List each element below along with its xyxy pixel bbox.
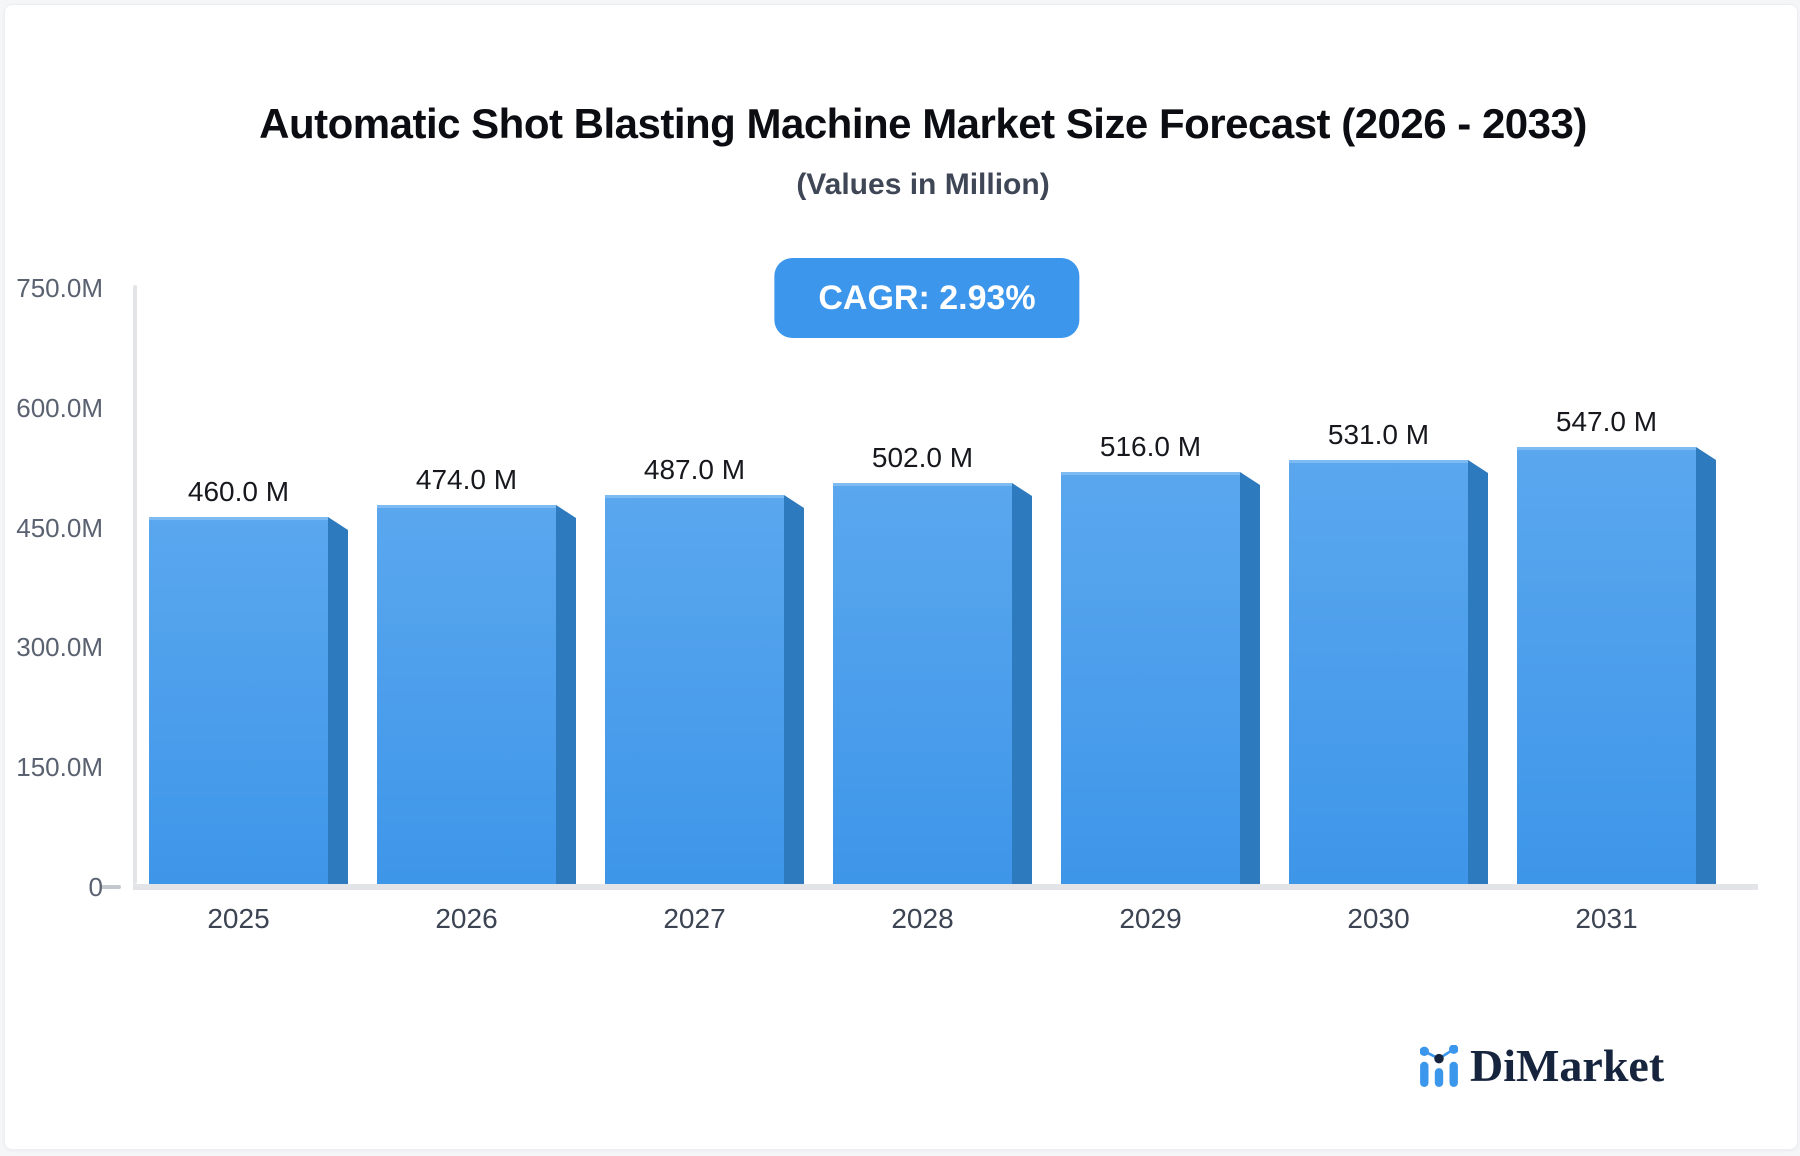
y-axis-tick-label: 600.0M	[16, 392, 103, 423]
x-axis-label: 2026	[435, 903, 498, 934]
bar-value-label: 487.0 M	[643, 454, 746, 485]
bar-value-label: 531.0 M	[1327, 419, 1430, 450]
y-axis-tick-label: 750.0M	[16, 273, 103, 303]
mini-bar-chart-icon	[1420, 1045, 1458, 1087]
dimarket-logo: DiMarket	[1420, 1040, 1664, 1092]
cagr-badge: CAGR: 2.93%	[774, 258, 1080, 338]
bar-2026	[377, 505, 556, 884]
bar-2029	[1061, 472, 1240, 884]
bar-side-face	[1468, 460, 1488, 884]
x-axis-label: 2027	[663, 903, 726, 934]
bar-side-face	[1240, 472, 1260, 884]
bar-2028	[833, 483, 1012, 884]
chart-title: Automatic Shot Blasting Machine Market S…	[259, 100, 1587, 147]
x-axis-label: 2025	[207, 903, 270, 934]
bar-side-face	[328, 517, 348, 884]
x-axis-label: 2029	[1119, 903, 1182, 934]
bar-value-label: 502.0 M	[871, 442, 974, 473]
y-axis-tick-label: 450.0M	[16, 512, 103, 543]
x-axis-label: 2031	[1575, 903, 1638, 934]
y-axis-tick-label: 300.0M	[16, 632, 103, 663]
bar-value-label: 460.0 M	[187, 476, 290, 507]
bar-2027	[605, 495, 784, 884]
bar-2031	[1517, 447, 1696, 884]
bar-side-face	[1696, 447, 1716, 884]
dimarket-logo-text: DiMarket	[1470, 1040, 1665, 1091]
bar-value-label: 547.0 M	[1555, 406, 1658, 437]
bar-value-label: 474.0 M	[415, 464, 518, 495]
bar-side-face	[784, 495, 804, 884]
x-axis-label: 2028	[891, 903, 954, 934]
y-axis-tick-label: 150.0M	[16, 752, 103, 783]
x-axis-label: 2030	[1347, 903, 1410, 934]
y-axis-line	[133, 285, 137, 884]
chart-subtitle: (Values in Million)	[796, 168, 1050, 201]
bar-side-face	[556, 505, 576, 884]
bar-2030	[1289, 460, 1468, 884]
x-axis-line	[133, 884, 1758, 890]
bar-side-face	[1012, 483, 1032, 884]
y-axis-tick-label: 0	[88, 872, 103, 902]
bar-value-label: 516.0 M	[1099, 431, 1202, 462]
bar-2025	[149, 517, 328, 884]
zero-tick-mark	[100, 885, 121, 889]
